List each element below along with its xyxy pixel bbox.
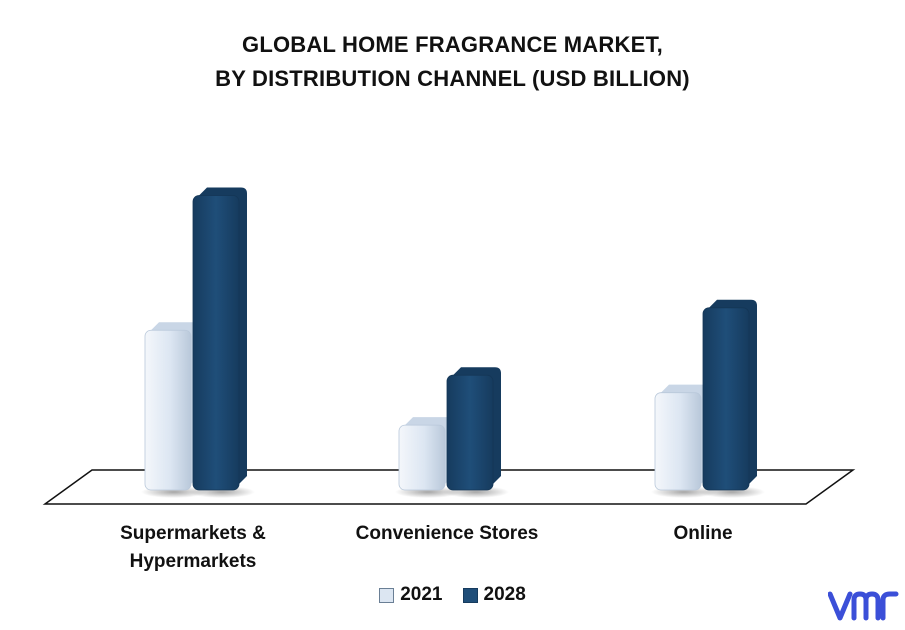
- bar-2028-online: [702, 307, 750, 491]
- bar-2028-supermarkets-hypermarkets: [192, 195, 240, 491]
- legend-label-2028: 2028: [483, 584, 526, 605]
- title-line-1: GLOBAL HOME FRAGRANCE MARKET,: [242, 32, 663, 57]
- bar-2021-convenience-stores: [398, 424, 446, 491]
- bar-2021-online: [654, 392, 702, 491]
- x-tick-label-line: Convenience Stores: [355, 523, 539, 544]
- legend: 2021 2028: [0, 584, 905, 606]
- x-tick-label-line: Hypermarkets: [129, 551, 257, 572]
- x-tick-label: Convenience Stores: [327, 520, 567, 548]
- legend-item-2021: 2021: [379, 584, 443, 606]
- bar-2028-convenience-stores: [446, 374, 494, 491]
- legend-item-2028: 2028: [462, 584, 526, 606]
- x-tick-label-line: Supermarkets &: [120, 523, 266, 544]
- bar-side-2028-online: [709, 299, 757, 484]
- x-tick-label-line: Online: [673, 523, 733, 544]
- legend-swatch-2028: [462, 587, 478, 603]
- legend-swatch-2021: [379, 587, 395, 603]
- x-tick-label: Online: [583, 520, 823, 548]
- x-tick-label: Supermarkets & Hypermarkets: [73, 520, 313, 576]
- legend-label-2021: 2021: [400, 584, 443, 605]
- chart-title: GLOBAL HOME FRAGRANCE MARKET, BY DISTRIB…: [0, 28, 905, 96]
- bar-2021-supermarkets-hypermarkets: [144, 329, 192, 491]
- vmr-logo: [828, 591, 899, 621]
- bars-group: [141, 187, 765, 498]
- bar-side-2028-supermarkets-hypermarkets: [199, 187, 247, 484]
- title-line-2: BY DISTRIBUTION CHANNEL (USD BILLION): [215, 66, 690, 91]
- bar-side-2028-convenience-stores: [453, 367, 501, 484]
